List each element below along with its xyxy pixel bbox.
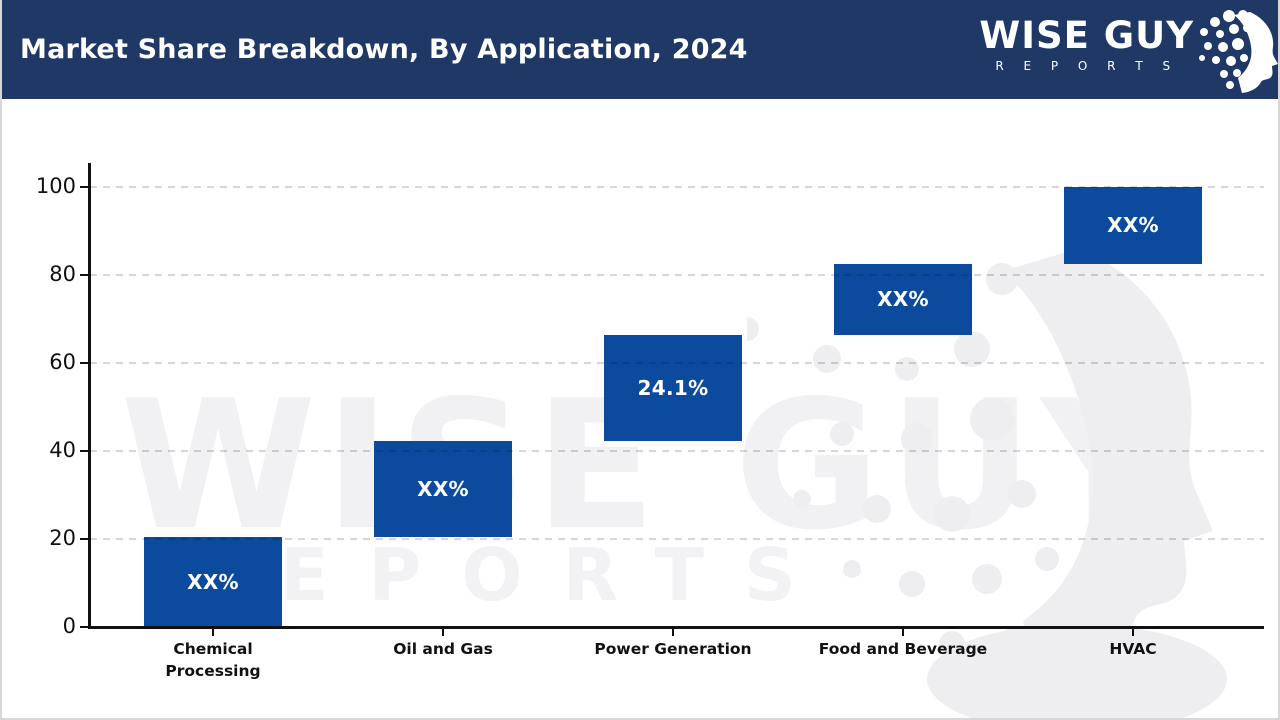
bar-value-label: XX% [187, 570, 239, 595]
plot-gridline [90, 362, 1264, 364]
bar-value-label: XX% [417, 477, 469, 502]
watermark-tagline: REPORTS [184, 533, 836, 617]
plot-gridline [90, 186, 1264, 188]
brand-logo: WISE GUY R E P O R T S [979, 14, 1194, 73]
bar-value-label: XX% [877, 287, 929, 312]
y-axis-tick-label: 40 [49, 438, 76, 462]
x-axis-category-label: Food and Beverage [818, 640, 988, 658]
y-axis-spine [88, 163, 91, 629]
bar-segment: XX% [374, 440, 512, 538]
bar-segment: XX% [1064, 187, 1202, 264]
x-axis-category-label: Oil and Gas [393, 640, 493, 658]
y-axis-tick [80, 186, 89, 188]
x-axis-tick [442, 629, 444, 636]
header-band: Market Share Breakdown, By Application, … [2, 0, 1278, 99]
y-axis-tick-label: 0 [62, 614, 76, 638]
bar-value-label: 24.1% [637, 375, 709, 400]
x-axis-tick [902, 629, 904, 636]
y-axis-tick [80, 274, 89, 276]
x-axis-category-label: HVAC [1109, 640, 1157, 658]
plot-gridline [90, 450, 1264, 452]
y-axis-tick [80, 538, 89, 540]
plot-gridline [90, 538, 1264, 540]
x-axis-tick [1132, 629, 1134, 636]
y-axis-tick-label: 100 [35, 174, 76, 198]
brand-logo-name: WISE GUY [979, 14, 1194, 57]
brand-logo-tagline: R E P O R T S [995, 58, 1179, 73]
x-axis-tick [672, 629, 674, 636]
y-axis-tick-label: 80 [49, 262, 76, 286]
page-title: Market Share Breakdown, By Application, … [20, 34, 748, 65]
x-axis-tick [212, 629, 214, 636]
plot-gridline [90, 274, 1264, 276]
bar-segment: 24.1% [604, 334, 742, 441]
x-axis-category-label: Power Generation [594, 640, 752, 658]
x-axis-category-label: Chemical Processing [165, 640, 261, 680]
x-axis-spine [88, 626, 1264, 629]
bar-value-label: XX% [1107, 213, 1159, 238]
y-axis-tick [80, 362, 89, 364]
y-axis-tick [80, 626, 89, 628]
brand-head-icon [1199, 10, 1278, 93]
y-axis-tick [80, 450, 89, 452]
y-axis-tick-label: 20 [49, 526, 76, 550]
bar-segment: XX% [834, 263, 972, 335]
y-axis-tick-label: 60 [49, 350, 76, 374]
bar-segment: XX% [144, 537, 282, 627]
